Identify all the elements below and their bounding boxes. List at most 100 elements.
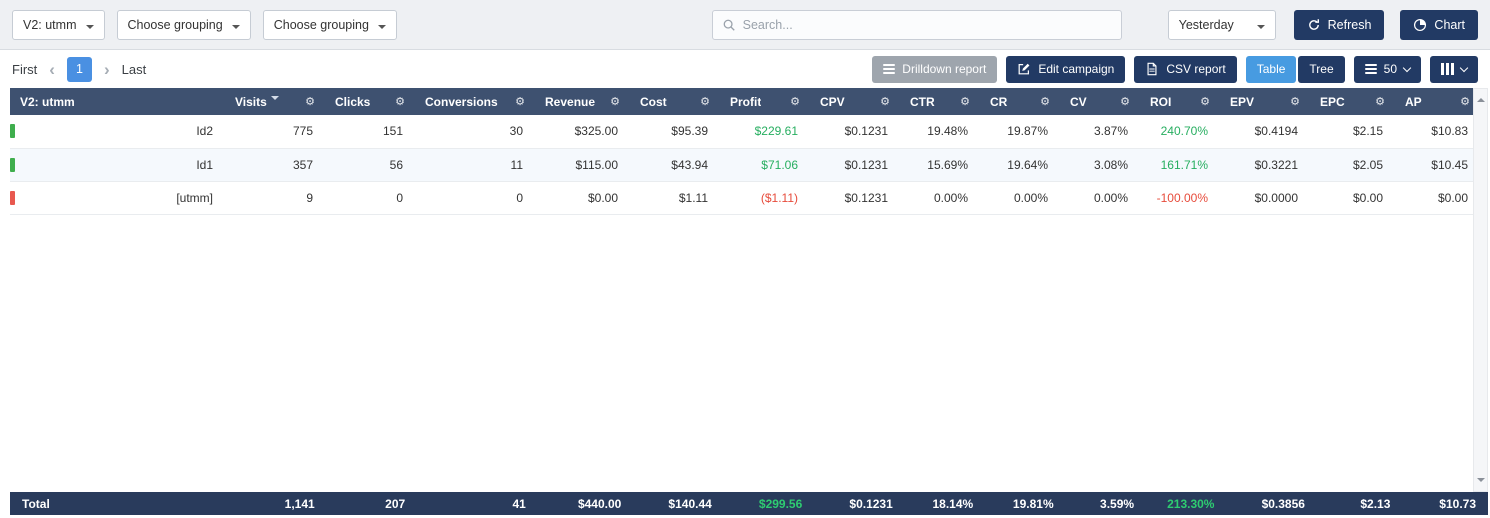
total-epv: $0.3856 (1226, 492, 1317, 515)
column-gear-icon[interactable]: ⚙ (790, 96, 800, 108)
scroll-up-icon[interactable] (1476, 94, 1485, 102)
pagination-page-1[interactable]: 1 (66, 56, 92, 82)
total-profit: $299.56 (723, 492, 815, 515)
campaign-select[interactable]: V2: utmm (12, 9, 105, 40)
chart-label: Chart (1434, 17, 1465, 32)
cell-ap: $0.00 (1395, 181, 1473, 215)
cell-epc: $0.00 (1310, 181, 1395, 215)
total-ap: $10.73 (1402, 492, 1488, 515)
column-header-cv[interactable]: CV ⚙ (1060, 88, 1140, 115)
search-input[interactable] (742, 17, 1112, 32)
column-gear-icon[interactable]: ⚙ (515, 96, 525, 108)
column-gear-icon[interactable]: ⚙ (880, 96, 890, 108)
drilldown-report-button[interactable]: Drilldown report (872, 55, 998, 83)
cell-epv: $0.3221 (1220, 148, 1310, 182)
chevron-down-icon (377, 24, 386, 33)
name-column-label: V2: utmm (20, 94, 75, 109)
sort-desc-icon (270, 95, 279, 104)
chevron-down-icon (1256, 24, 1265, 33)
table-row[interactable]: Id1 357 56 11 $115.00 $43.94 $71.06 $0.1231 15.6… (10, 148, 1473, 182)
cell-cr: 0.00% (980, 181, 1060, 215)
column-header-epv[interactable]: EPV ⚙ (1220, 88, 1310, 115)
column-gear-icon[interactable]: ⚙ (1200, 96, 1210, 108)
cell-conversions: 0 (415, 181, 535, 215)
table-view-button[interactable]: Table (1245, 55, 1297, 83)
cell-visits: 357 (225, 148, 325, 182)
pagination-last[interactable]: Last (121, 61, 147, 77)
row-name-cell[interactable]: [utmm] (10, 181, 225, 215)
chevron-down-icon (1459, 63, 1469, 72)
column-header-roi[interactable]: ROI ⚙ (1140, 88, 1220, 115)
table-row[interactable]: [utmm] 9 0 0 $0.00 $1.11 ($1.11) $0.1231 0.00% 0.… (10, 181, 1473, 215)
edit-campaign-button[interactable]: Edit campaign (1006, 55, 1126, 83)
column-gear-icon[interactable]: ⚙ (1375, 96, 1385, 108)
report-actions: Drilldown report Edit campaign CSV repor… (872, 55, 1478, 83)
cell-roi: -100.00% (1140, 181, 1220, 215)
total-revenue: $440.00 (537, 492, 634, 515)
scroll-down-icon[interactable] (1476, 478, 1485, 486)
cell-cv: 3.87% (1060, 115, 1140, 149)
cell-ap: $10.83 (1395, 115, 1473, 149)
column-header-ctr[interactable]: CTR ⚙ (900, 88, 980, 115)
row-name-cell[interactable]: Id2 (10, 115, 225, 149)
column-header-epc[interactable]: EPC ⚙ (1310, 88, 1395, 115)
column-header-conversions[interactable]: Conversions ⚙ (415, 88, 535, 115)
column-header-profit[interactable]: Profit ⚙ (720, 88, 810, 115)
campaign-select-value: V2: utmm (23, 17, 77, 32)
cell-cr: 19.87% (980, 115, 1060, 149)
status-indicator (10, 157, 15, 172)
pagination-next-icon[interactable]: › (103, 59, 110, 79)
column-gear-icon[interactable]: ⚙ (610, 96, 620, 108)
pie-chart-icon (1414, 18, 1427, 31)
date-range-select[interactable]: Yesterday (1167, 9, 1276, 40)
refresh-button[interactable]: Refresh (1293, 9, 1385, 40)
cell-epc: $2.05 (1310, 148, 1395, 182)
grouping-select-2[interactable]: Choose grouping (262, 9, 397, 40)
cell-profit: $229.61 (720, 115, 810, 149)
column-gear-icon[interactable]: ⚙ (1040, 96, 1050, 108)
column-header-revenue[interactable]: Revenue ⚙ (535, 88, 630, 115)
rows-per-page-button[interactable]: 50 (1353, 55, 1421, 83)
status-indicator (10, 190, 15, 205)
columns-button[interactable] (1430, 55, 1478, 83)
column-header-cr[interactable]: CR ⚙ (980, 88, 1060, 115)
cell-cv: 3.08% (1060, 148, 1140, 182)
column-gear-icon[interactable]: ⚙ (1460, 96, 1470, 108)
column-header-clicks[interactable]: Clicks ⚙ (325, 88, 415, 115)
grouping-select-1-value: Choose grouping (127, 17, 223, 32)
total-cost: $140.44 (633, 492, 724, 515)
vertical-scrollbar[interactable] (1473, 88, 1488, 492)
column-header-visits[interactable]: Visits ⚙ (225, 88, 325, 115)
cell-ctr: 0.00% (900, 181, 980, 215)
table-row[interactable]: Id2 775 151 30 $325.00 $95.39 $229.61 $0.1231 19… (10, 115, 1473, 149)
column-header-name[interactable]: V2: utmm (10, 88, 225, 115)
column-gear-icon[interactable]: ⚙ (1120, 96, 1130, 108)
csv-file-icon (1147, 62, 1157, 76)
cell-clicks: 0 (325, 181, 415, 215)
column-gear-icon[interactable]: ⚙ (960, 96, 970, 108)
tree-view-button[interactable]: Tree (1298, 55, 1345, 83)
cell-cpv: $0.1231 (810, 181, 900, 215)
column-gear-icon[interactable]: ⚙ (1290, 96, 1300, 108)
row-name-cell[interactable]: Id1 (10, 148, 225, 182)
chart-button[interactable]: Chart (1400, 9, 1478, 40)
column-gear-icon[interactable]: ⚙ (305, 96, 315, 108)
top-toolbar: V2: utmm Choose grouping Choose grouping… (0, 0, 1490, 50)
pagination-first[interactable]: First (12, 61, 38, 77)
report-table: V2: utmm Visits ⚙ Clicks ⚙ Conversions ⚙ Reven… (10, 88, 1473, 215)
csv-report-button[interactable]: CSV report (1134, 55, 1237, 83)
chevron-down-icon (85, 24, 94, 33)
column-header-cost[interactable]: Cost ⚙ (630, 88, 720, 115)
cell-epc: $2.15 (1310, 115, 1395, 149)
column-gear-icon[interactable]: ⚙ (700, 96, 710, 108)
pagination-prev-icon[interactable]: ‹ (49, 59, 55, 79)
column-gear-icon[interactable]: ⚙ (395, 96, 405, 108)
cell-conversions: 30 (415, 115, 535, 149)
column-header-ap[interactable]: AP ⚙ (1395, 88, 1473, 115)
column-header-cpv[interactable]: CPV ⚙ (810, 88, 900, 115)
grouping-select-1[interactable]: Choose grouping (116, 9, 251, 40)
total-epc: $2.13 (1316, 492, 1403, 515)
chevron-down-icon (231, 24, 240, 33)
grouping-select-2-value: Choose grouping (273, 17, 369, 32)
table-body: Id2 775 151 30 $325.00 $95.39 $229.61 $0.1231 19… (10, 115, 1473, 215)
